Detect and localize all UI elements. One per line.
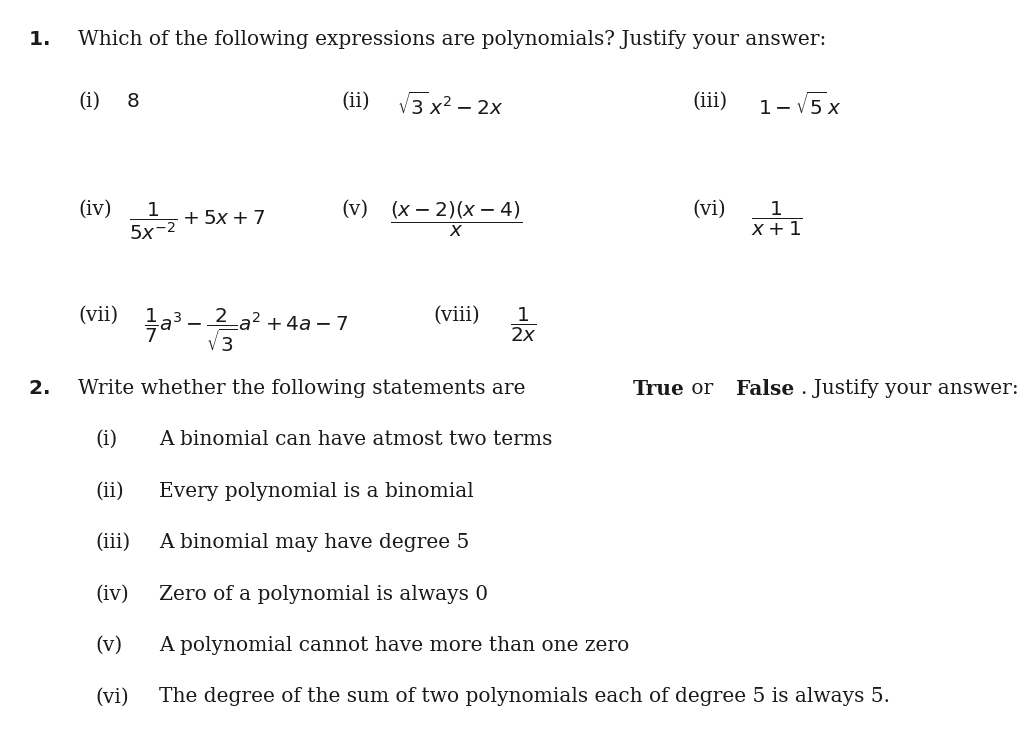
Text: (vi): (vi): [692, 200, 726, 219]
Text: $\mathbf{1.}$: $\mathbf{1.}$: [29, 30, 50, 49]
Text: Write whether the following statements are: Write whether the following statements a…: [79, 379, 532, 398]
Text: (iv): (iv): [79, 200, 113, 219]
Text: (i): (i): [79, 92, 100, 111]
Text: (v): (v): [95, 636, 123, 655]
Text: (ii): (ii): [341, 92, 370, 111]
Text: (iv): (iv): [95, 585, 129, 604]
Text: (vii): (vii): [79, 306, 119, 325]
Text: Which of the following expressions are polynomials? Justify your answer:: Which of the following expressions are p…: [79, 30, 826, 49]
Text: Every polynomial is a binomial: Every polynomial is a binomial: [159, 482, 473, 501]
Text: $8$: $8$: [126, 92, 139, 111]
Text: $1-\sqrt{5}\,x$: $1-\sqrt{5}\,x$: [758, 92, 842, 119]
Text: or: or: [685, 379, 719, 398]
Text: False: False: [736, 379, 795, 399]
Text: $\mathbf{2.}$: $\mathbf{2.}$: [29, 379, 50, 398]
Text: (v): (v): [341, 200, 369, 219]
Text: The degree of the sum of two polynomials each of degree 5 is always 5.: The degree of the sum of two polynomials…: [159, 687, 890, 706]
Text: (vi): (vi): [95, 687, 129, 706]
Text: $\sqrt{3}\,x^2-2x$: $\sqrt{3}\,x^2-2x$: [396, 92, 503, 119]
Text: Zero of a polynomial is always 0: Zero of a polynomial is always 0: [159, 585, 487, 604]
Text: A binomial may have degree 5: A binomial may have degree 5: [159, 533, 469, 552]
Text: (iii): (iii): [95, 533, 131, 552]
Text: $\dfrac{(x-2)(x-4)}{x}$: $\dfrac{(x-2)(x-4)}{x}$: [389, 200, 522, 240]
Text: (viii): (viii): [434, 306, 480, 325]
Text: (ii): (ii): [95, 482, 124, 501]
Text: (iii): (iii): [692, 92, 728, 111]
Text: True: True: [633, 379, 685, 399]
Text: $\dfrac{1}{x+1}$: $\dfrac{1}{x+1}$: [751, 200, 803, 238]
Text: A polynomial cannot have more than one zero: A polynomial cannot have more than one z…: [159, 636, 629, 655]
Text: (i): (i): [95, 430, 118, 449]
Text: A binomial can have atmost two terms: A binomial can have atmost two terms: [159, 430, 552, 449]
Text: $\dfrac{1}{5x^{-2}}+5x+7$: $\dfrac{1}{5x^{-2}}+5x+7$: [129, 200, 265, 242]
Text: . Justify your answer:: . Justify your answer:: [801, 379, 1018, 398]
Text: $\dfrac{1}{2x}$: $\dfrac{1}{2x}$: [510, 306, 537, 344]
Text: $\dfrac{1}{7}a^3-\dfrac{2}{\sqrt{3}}a^2+4a-7$: $\dfrac{1}{7}a^3-\dfrac{2}{\sqrt{3}}a^2+…: [143, 306, 348, 354]
